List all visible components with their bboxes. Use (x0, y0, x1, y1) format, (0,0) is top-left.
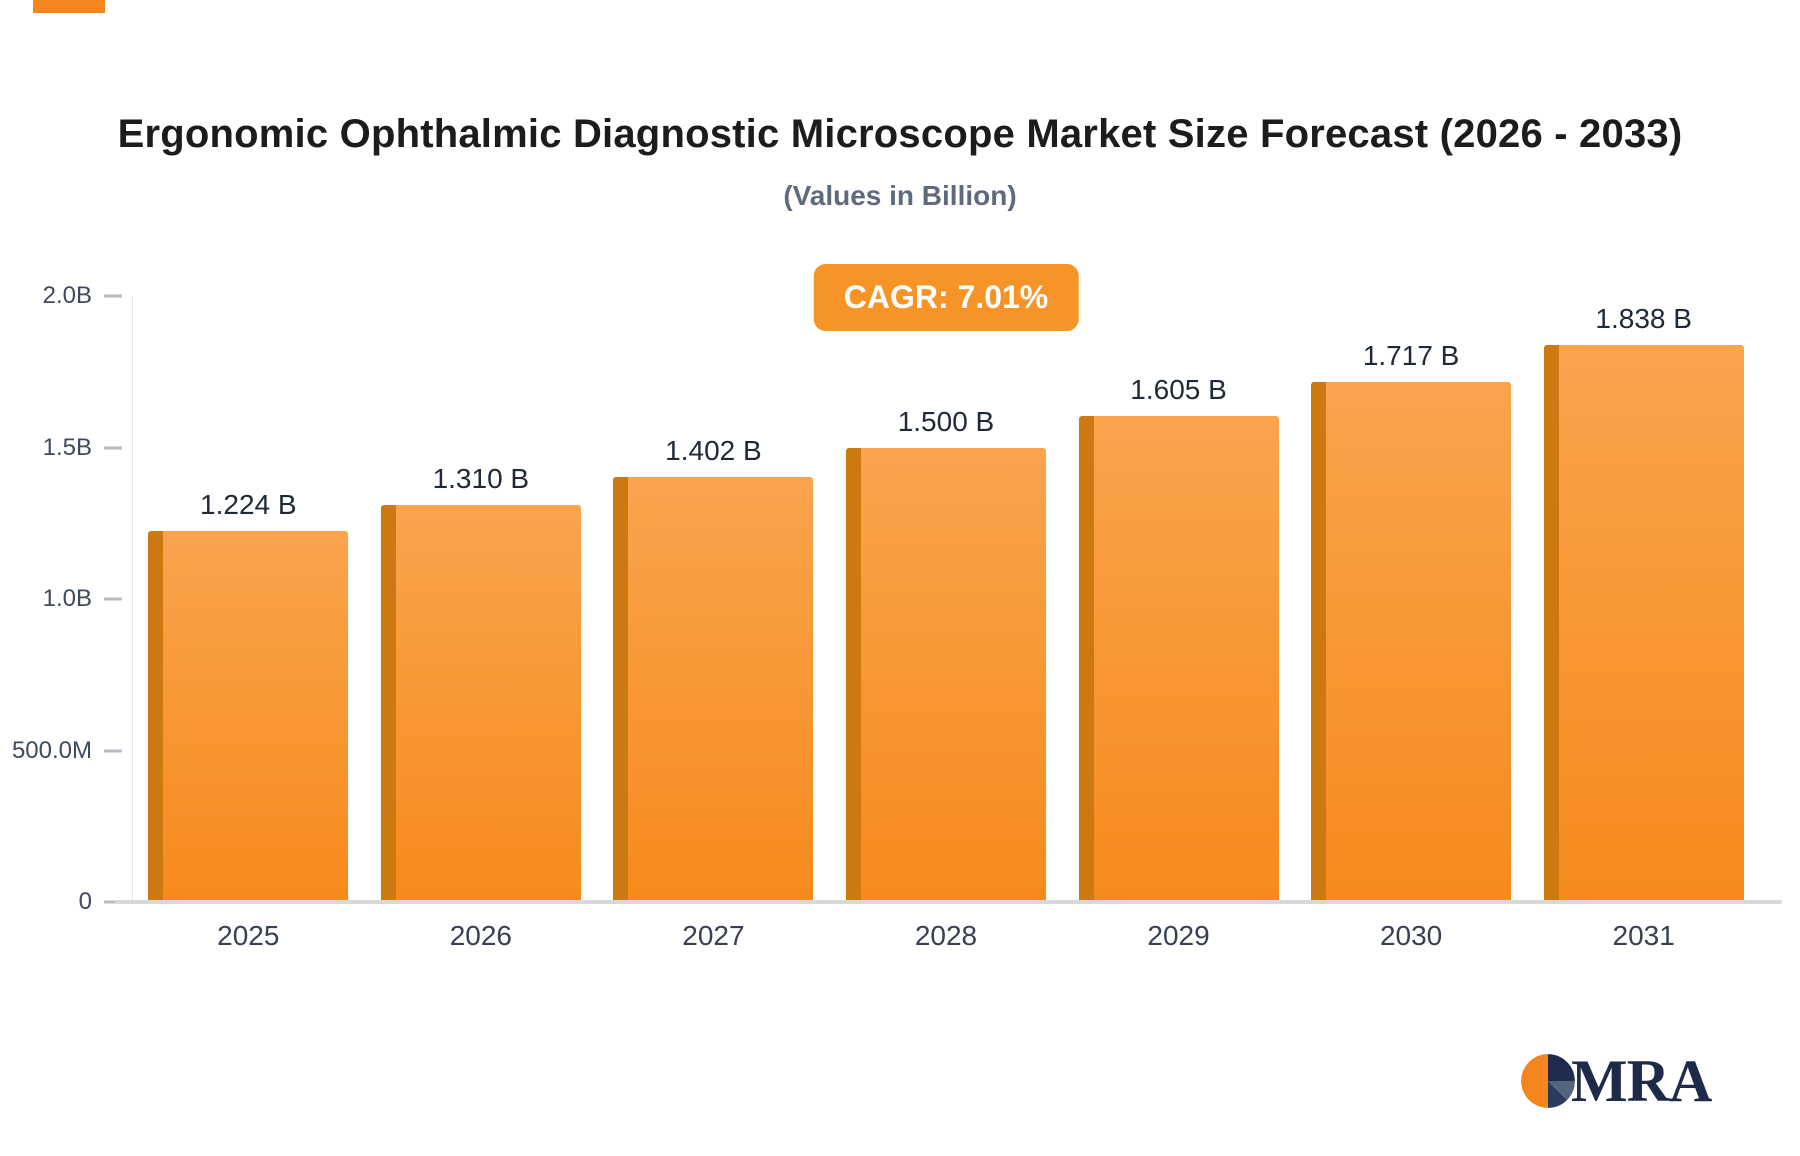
corner-accent-bar (33, 0, 105, 13)
bar-group: 1.310 B 2026 (380, 296, 581, 951)
bar-group: 1.717 B 2030 (1311, 296, 1512, 951)
bar-group: 1.402 B 2027 (613, 296, 814, 951)
x-axis-label: 2027 (682, 920, 745, 951)
y-axis-line (132, 296, 133, 902)
brand-logo: MRA (1520, 1048, 1712, 1114)
y-axis-tick (104, 446, 122, 449)
x-axis-line (115, 900, 1782, 904)
bar (1543, 345, 1744, 902)
cagr-badge: CAGR: 7.01% (813, 264, 1079, 331)
x-axis-label: 2031 (1612, 920, 1675, 951)
chart-subtitle: (Values in Billion) (783, 180, 1017, 211)
bar-group: 1.838 B 2031 (1543, 296, 1744, 951)
bar (1311, 381, 1512, 902)
chart-title: Ergonomic Ophthalmic Diagnostic Microsco… (117, 112, 1683, 156)
x-axis-label: 2026 (449, 920, 512, 951)
bars-row: 1.224 B 2025 1.310 B 2026 1.402 B 2027 1.500 B… (132, 296, 1760, 951)
bar-group: 1.224 B 2025 (148, 296, 349, 951)
bar (380, 505, 581, 902)
brand-logo-pie-icon (1521, 1054, 1575, 1108)
brand-logo-text: MRA (1571, 1048, 1712, 1114)
bar (148, 531, 349, 902)
bar-value-label: 1.838 B (1595, 303, 1692, 335)
bar-group: 1.605 B 2029 (1078, 296, 1279, 951)
y-axis-label: 1.0B (42, 585, 92, 612)
bar (1078, 415, 1279, 902)
bar (613, 477, 814, 902)
bar-value-label: 1.402 B (665, 435, 762, 467)
y-axis-tick (104, 597, 122, 601)
x-axis-label: 2028 (914, 920, 978, 951)
y-axis-label: 2.0B (42, 282, 92, 309)
bar-value-label: 1.310 B (432, 463, 530, 495)
y-axis-label: 1.5B (42, 433, 92, 461)
bar-group: 1.500 B 2028 (845, 296, 1046, 951)
y-axis-tick (104, 900, 122, 904)
plot-area: 1.224 B 2025 1.310 B 2026 1.402 B 2027 1.500 B… (132, 296, 1760, 951)
y-axis-label: 500.0M (11, 736, 92, 764)
y-axis-label: 0 (78, 888, 92, 915)
y-axis-tick (104, 749, 122, 752)
bar-value-label: 1.224 B (200, 489, 297, 521)
bar-value-label: 1.717 B (1362, 339, 1460, 371)
x-axis-label: 2029 (1147, 920, 1210, 951)
bar-value-label: 1.605 B (1130, 373, 1227, 405)
bar-value-label: 1.500 B (897, 405, 995, 437)
y-axis-tick (104, 294, 122, 298)
x-axis-label: 2030 (1379, 920, 1443, 951)
bar (845, 447, 1046, 902)
x-axis-label: 2025 (217, 920, 280, 951)
